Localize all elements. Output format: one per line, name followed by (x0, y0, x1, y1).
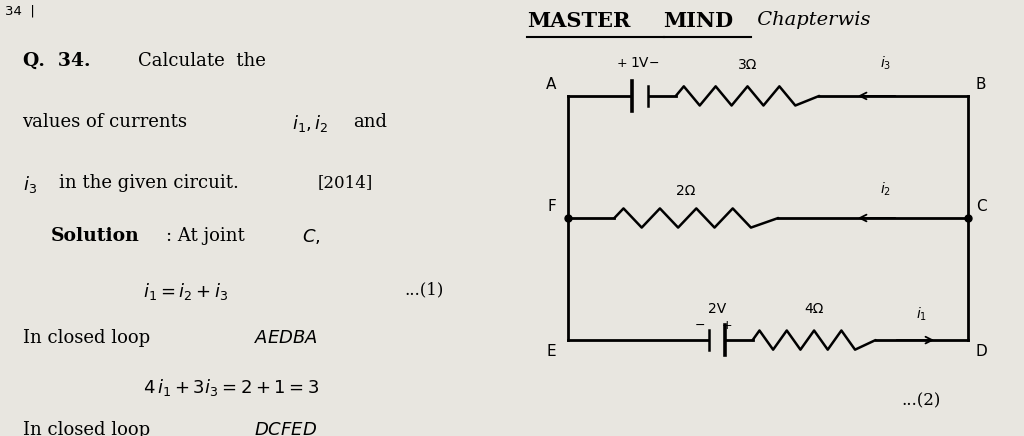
Text: Q.  34.: Q. 34. (23, 52, 90, 70)
Text: $i_2$: $i_2$ (881, 181, 891, 198)
Text: ...(1): ...(1) (404, 281, 443, 298)
Text: ...(2): ...(2) (901, 392, 940, 409)
Text: $i_3$: $i_3$ (23, 174, 37, 195)
Text: $i_1$: $i_1$ (916, 305, 927, 323)
Text: Calculate  the: Calculate the (138, 52, 266, 70)
Text: In closed loop: In closed loop (23, 421, 150, 436)
Text: 2Ω: 2Ω (677, 184, 695, 198)
Text: : At joint: : At joint (166, 227, 245, 245)
Text: −: − (649, 57, 659, 70)
Text: Solution: Solution (51, 227, 140, 245)
Text: 3Ω: 3Ω (738, 58, 757, 72)
Text: F: F (547, 199, 556, 214)
Text: MASTER: MASTER (527, 11, 631, 31)
Text: 4Ω: 4Ω (805, 302, 823, 316)
Text: D: D (976, 344, 987, 359)
Text: A: A (546, 77, 556, 92)
Text: −: − (695, 319, 706, 332)
Text: $i_1 = i_2 + i_3$: $i_1 = i_2 + i_3$ (143, 281, 228, 302)
Text: 2V: 2V (708, 302, 726, 316)
Text: $4\,i_1 + 3i_3 = 2 + 1 = 3$: $4\,i_1 + 3i_3 = 2 + 1 = 3$ (143, 377, 319, 398)
Text: 34  |: 34 | (5, 4, 35, 17)
Text: Chapterwis: Chapterwis (751, 11, 870, 29)
Text: +: + (722, 319, 732, 332)
Text: values of currents: values of currents (23, 113, 194, 131)
Text: B: B (976, 77, 986, 92)
Text: $i_1, i_2$: $i_1, i_2$ (292, 113, 329, 134)
Text: 1V: 1V (631, 56, 649, 70)
Text: and: and (353, 113, 387, 131)
Text: MIND: MIND (664, 11, 733, 31)
Text: $AEDBA$: $AEDBA$ (254, 329, 317, 347)
Text: $i_3$: $i_3$ (881, 54, 891, 72)
Text: $DCFED$: $DCFED$ (254, 421, 317, 436)
Text: In closed loop: In closed loop (23, 329, 150, 347)
Text: $C,$: $C,$ (302, 227, 321, 246)
Text: C: C (976, 199, 986, 214)
Text: in the given circuit.: in the given circuit. (59, 174, 240, 192)
Text: E: E (547, 344, 556, 359)
Text: +: + (616, 57, 627, 70)
Text: [2014]: [2014] (317, 174, 373, 191)
